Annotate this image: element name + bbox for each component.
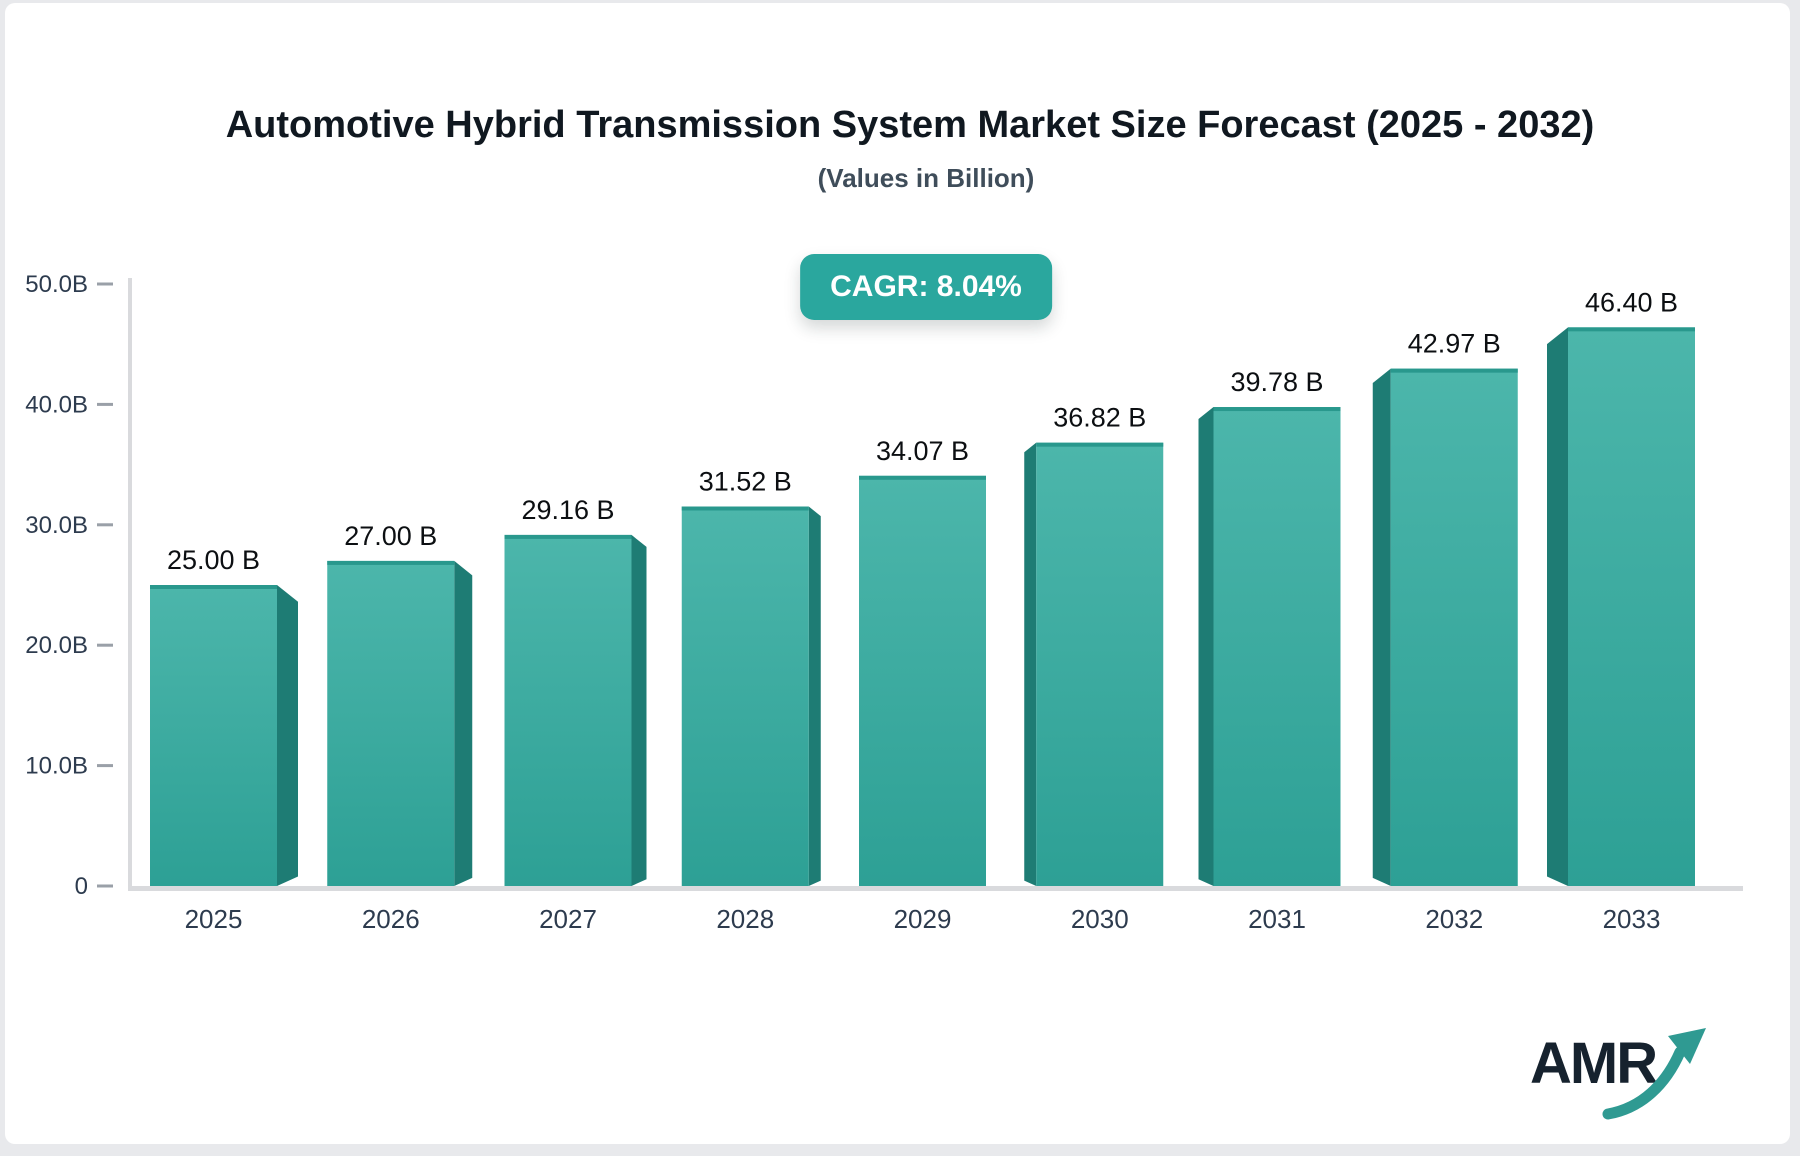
- x-tick-label: 2032: [1425, 904, 1483, 934]
- bar-side-bevel: [454, 560, 473, 886]
- bar-side-bevel: [1198, 407, 1214, 886]
- bar-2030[interactable]: 36.82 B 2030: [1024, 403, 1164, 934]
- bar-value-label: 39.78 B: [1230, 367, 1323, 397]
- y-tick-label: 10.0B: [25, 753, 88, 780]
- bar-top-edge: [1390, 368, 1518, 373]
- y-tick-mark: [97, 884, 113, 888]
- bar-2027[interactable]: 29.16 B 2027: [504, 495, 647, 934]
- chart-title: Automotive Hybrid Transmission System Ma…: [225, 104, 1595, 146]
- bar-side-bevel: [277, 585, 298, 886]
- bar-value-label: 25.00 B: [167, 545, 260, 575]
- bar-side-bevel: [631, 534, 647, 886]
- bar-side-bevel: [1372, 368, 1391, 886]
- bar-top-edge: [681, 506, 809, 511]
- y-tick-mark: [97, 643, 113, 647]
- bar-value-label: 29.16 B: [521, 495, 614, 525]
- x-tick-label: 2033: [1603, 904, 1661, 934]
- bar-side-bevel: [1024, 442, 1037, 886]
- cagr-badge: CAGR: 8.04%: [800, 254, 1052, 320]
- x-tick-label: 2026: [362, 904, 420, 934]
- bar-value-label: 42.97 B: [1408, 329, 1501, 359]
- bar-value-label: 36.82 B: [1053, 403, 1146, 433]
- bar-side-bevel: [1547, 327, 1568, 886]
- bar-top-edge: [504, 534, 632, 539]
- bar-face: [1390, 368, 1518, 886]
- bar-side-bevel: [808, 506, 821, 886]
- amr-logo: AMR: [1530, 1028, 1720, 1130]
- y-tick-label: 0: [75, 873, 88, 900]
- x-tick-label: 2030: [1071, 904, 1129, 934]
- bar-2026[interactable]: 27.00 B 2026: [327, 521, 473, 934]
- y-tick-mark: [97, 523, 113, 527]
- x-tick-label: 2029: [894, 904, 952, 934]
- bar-top-edge: [859, 475, 986, 480]
- y-tick-label: 50.0B: [25, 271, 88, 298]
- bar-top-edge: [1213, 407, 1341, 412]
- bar-face: [1213, 407, 1341, 886]
- bar-2029[interactable]: 34.07 B 2029: [859, 436, 986, 934]
- bar-face: [1036, 442, 1164, 886]
- bar-top-edge: [1036, 442, 1164, 447]
- bar-value-label: 27.00 B: [344, 521, 437, 551]
- bar-face: [150, 585, 277, 886]
- amr-logo-text: AMR: [1530, 1031, 1658, 1096]
- x-tick-label: 2031: [1248, 904, 1306, 934]
- bar-2031[interactable]: 39.78 B 2031: [1198, 367, 1341, 934]
- y-tick-label: 20.0B: [25, 632, 88, 659]
- bar-2025[interactable]: 25.00 B 2025: [150, 545, 298, 934]
- x-axis-line: [128, 886, 1743, 891]
- y-axis-line: [128, 278, 132, 891]
- x-tick-label: 2025: [185, 904, 243, 934]
- bar-2033[interactable]: 46.40 B 2033: [1547, 287, 1695, 934]
- bar-top-edge: [327, 560, 455, 565]
- bar-face: [504, 534, 632, 886]
- bar-face: [327, 560, 455, 886]
- growth-arrow-icon: [1602, 1028, 1706, 1120]
- bar-top-edge: [150, 585, 277, 589]
- x-tick-label: 2028: [716, 904, 774, 934]
- bar-value-label: 34.07 B: [876, 436, 969, 466]
- bar-face: [859, 475, 986, 886]
- y-tick-label: 40.0B: [25, 391, 88, 418]
- bar-face: [681, 506, 809, 886]
- bar-top-edge: [1568, 327, 1695, 332]
- y-tick-label: 30.0B: [25, 512, 88, 539]
- bar-value-label: 31.52 B: [699, 466, 792, 496]
- chart-subtitle: (Values in Billion): [817, 163, 1035, 193]
- y-tick-mark: [97, 402, 113, 406]
- x-tick-label: 2027: [539, 904, 597, 934]
- y-tick-mark: [97, 764, 113, 768]
- y-tick-mark: [97, 282, 113, 286]
- axes: 0 10.0B 20.0B 30.0B 40.0B 50.0B: [25, 271, 1743, 900]
- bar-2028[interactable]: 31.52 B 2028: [681, 466, 821, 934]
- bar-2032[interactable]: 42.97 B 2032: [1372, 329, 1518, 934]
- bar-face: [1568, 327, 1695, 886]
- bar-value-label: 46.40 B: [1585, 287, 1678, 317]
